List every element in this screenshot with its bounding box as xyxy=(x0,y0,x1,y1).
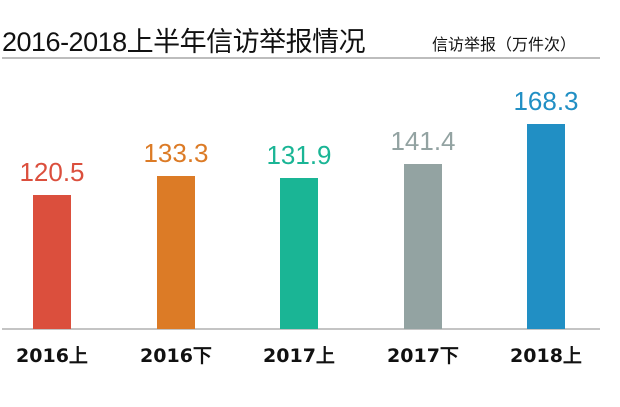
bar-value-label: 141.4 xyxy=(390,126,456,156)
bar-1 xyxy=(157,176,195,329)
bar-value-label: 133.3 xyxy=(143,138,209,168)
x-tick-label: 2017下 xyxy=(387,345,459,367)
bar-3 xyxy=(404,164,442,329)
bar-2 xyxy=(280,178,318,329)
x-axis-line xyxy=(2,328,600,330)
x-tick-label: 2016上 xyxy=(16,345,88,367)
bar-value-label: 120.5 xyxy=(19,157,85,187)
title-divider xyxy=(2,57,600,59)
bar-value-label: 131.9 xyxy=(266,140,332,170)
bar-4 xyxy=(527,124,565,329)
chart-title: 2016-2018上半年信访举报情况 xyxy=(2,27,366,57)
bar-value-label: 168.3 xyxy=(513,86,579,116)
unit-label: 信访举报（万件次） xyxy=(432,37,577,54)
x-tick-label: 2017上 xyxy=(263,345,335,367)
x-tick-label: 2016下 xyxy=(140,345,212,367)
bar-0 xyxy=(33,195,71,329)
x-tick-label: 2018上 xyxy=(510,345,582,367)
